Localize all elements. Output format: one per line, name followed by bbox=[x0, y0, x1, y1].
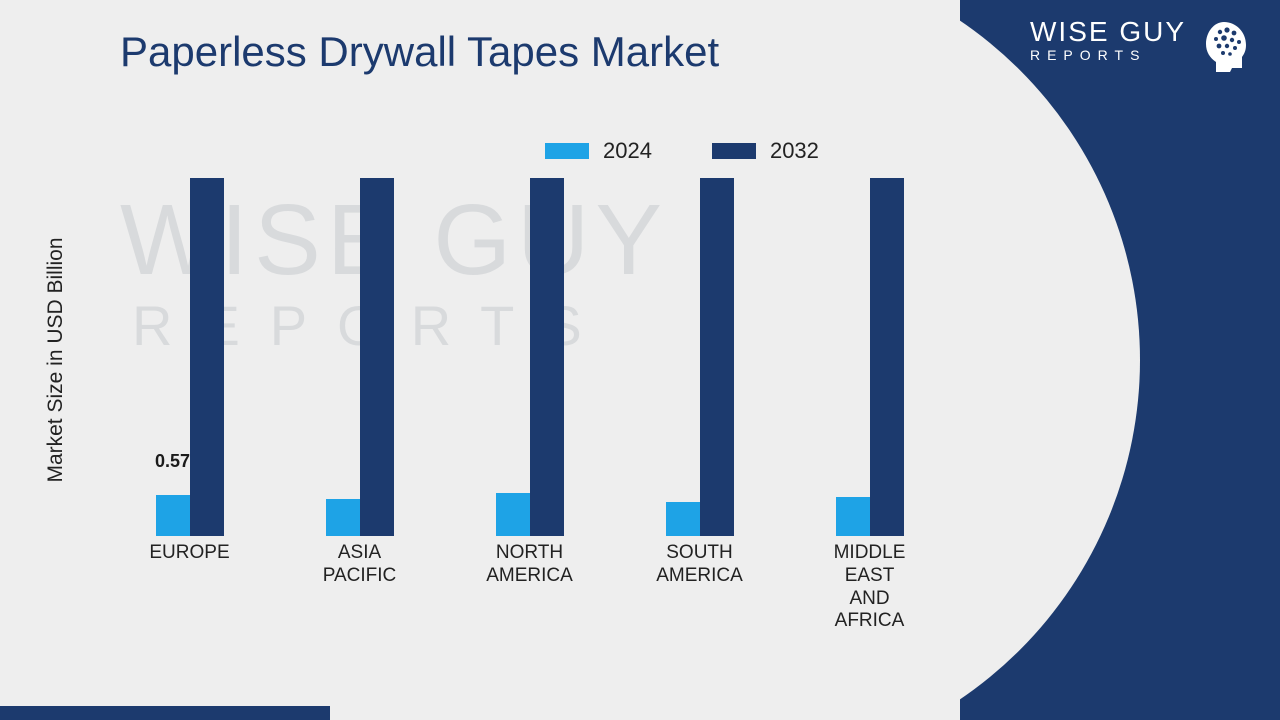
x-tick-label: ASIAPACIFIC bbox=[290, 542, 430, 588]
brand-logo-text: WISE GUY REPORTS bbox=[1030, 18, 1186, 62]
page-root: WISE GUY REPORTS Paperless Drywall Tapes… bbox=[0, 0, 1280, 720]
bar-2024 bbox=[496, 493, 530, 536]
legend-label-2032: 2032 bbox=[770, 138, 819, 164]
brand-logo: WISE GUY REPORTS bbox=[1030, 18, 1250, 74]
bar-2032 bbox=[870, 178, 904, 536]
x-tick-label: NORTHAMERICA bbox=[460, 542, 600, 588]
legend-item-2024: 2024 bbox=[545, 138, 652, 164]
chart-plot-area: 0.57 bbox=[130, 178, 980, 536]
legend-label-2024: 2024 bbox=[603, 138, 652, 164]
brand-line1: WISE GUY bbox=[1030, 18, 1186, 46]
y-axis-label: Market Size in USD Billion bbox=[44, 237, 68, 482]
bar-value-label: 0.57 bbox=[155, 451, 190, 472]
bar-2032 bbox=[530, 178, 564, 536]
bar-2024 bbox=[326, 499, 360, 536]
x-tick-label: MIDDLEEASTANDAFRICA bbox=[800, 542, 940, 633]
x-tick-label: SOUTHAMERICA bbox=[630, 542, 770, 588]
legend-item-2032: 2032 bbox=[712, 138, 819, 164]
chart-title: Paperless Drywall Tapes Market bbox=[120, 28, 719, 76]
legend-swatch-2024 bbox=[545, 143, 589, 159]
bottom-accent-bar bbox=[0, 706, 330, 720]
bar-2024 bbox=[156, 495, 190, 536]
bar-2032 bbox=[190, 178, 224, 536]
legend: 2024 2032 bbox=[545, 138, 819, 164]
x-tick-label: EUROPE bbox=[120, 542, 260, 565]
legend-swatch-2032 bbox=[712, 143, 756, 159]
brand-line2: REPORTS bbox=[1030, 48, 1186, 62]
bar-2024 bbox=[666, 502, 700, 536]
brand-head-icon bbox=[1194, 18, 1250, 74]
bar-2024 bbox=[836, 497, 870, 536]
bar-2032 bbox=[700, 178, 734, 536]
bar-2032 bbox=[360, 178, 394, 536]
